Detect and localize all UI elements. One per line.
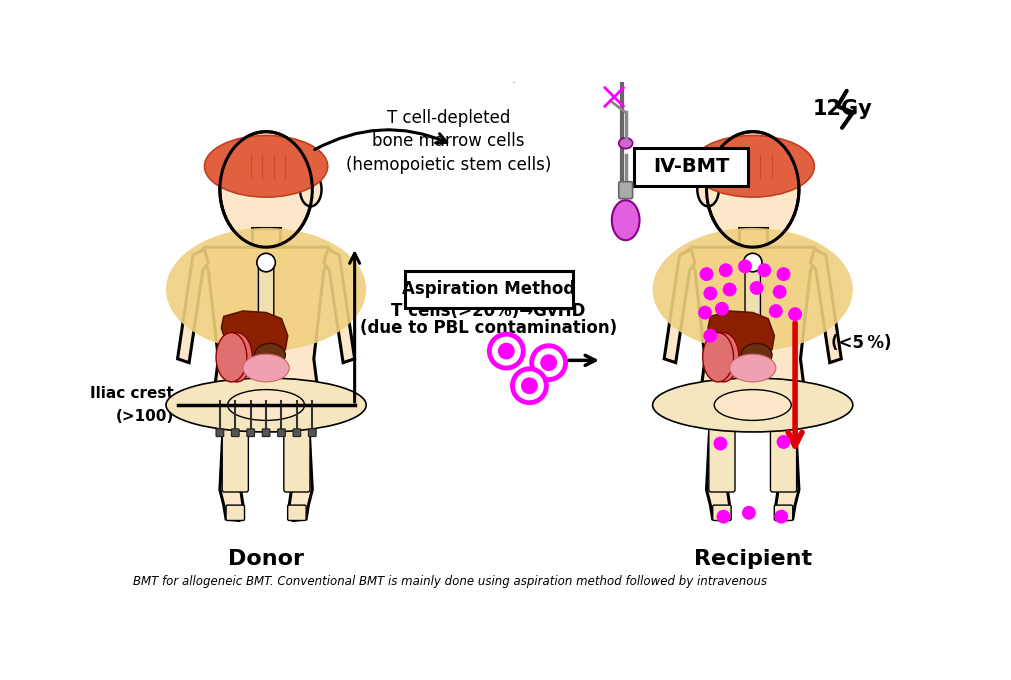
FancyBboxPatch shape [618,182,632,199]
Ellipse shape [166,378,366,432]
FancyBboxPatch shape [232,429,239,437]
Circle shape [741,506,755,520]
Circle shape [722,283,736,296]
Ellipse shape [729,354,775,382]
Text: 12Gy: 12Gy [812,99,871,118]
Ellipse shape [708,333,738,382]
Ellipse shape [612,200,639,240]
Text: Recipient: Recipient [693,549,811,569]
Circle shape [703,328,717,343]
FancyBboxPatch shape [215,429,223,437]
Polygon shape [463,43,548,72]
Polygon shape [252,228,280,247]
Text: T cell-depleted
bone marrow cells
(hemopoietic stem cells): T cell-depleted bone marrow cells (hemop… [346,109,551,174]
FancyBboxPatch shape [773,505,792,520]
FancyBboxPatch shape [708,422,734,492]
Polygon shape [221,311,287,359]
FancyBboxPatch shape [293,429,300,437]
Ellipse shape [299,173,321,206]
Circle shape [737,260,751,273]
Circle shape [772,285,786,299]
Ellipse shape [204,135,328,197]
FancyBboxPatch shape [283,422,309,492]
Circle shape [743,254,761,272]
Circle shape [522,378,537,394]
Circle shape [768,304,782,318]
Text: (<5 %): (<5 %) [830,335,891,352]
Polygon shape [196,247,335,413]
FancyBboxPatch shape [712,505,730,520]
Ellipse shape [618,138,632,149]
FancyArrowPatch shape [314,130,446,150]
Ellipse shape [215,333,247,382]
Circle shape [775,435,790,449]
Text: Donor: Donor [227,549,303,569]
Circle shape [698,306,711,320]
Ellipse shape [652,228,852,351]
Ellipse shape [255,343,285,367]
Circle shape [756,263,770,277]
Polygon shape [708,311,773,359]
Ellipse shape [166,228,366,351]
Ellipse shape [219,132,312,247]
Ellipse shape [697,173,718,206]
Ellipse shape [227,390,304,420]
Polygon shape [663,250,695,362]
FancyBboxPatch shape [404,271,572,308]
Polygon shape [682,247,821,413]
Circle shape [512,369,546,403]
Text: Iliac crest: Iliac crest [90,386,174,401]
Text: IV-BMT: IV-BMT [652,157,729,176]
Ellipse shape [714,390,791,420]
Circle shape [498,343,514,359]
Text: Aspiration Method: Aspiration Method [401,279,574,298]
Polygon shape [738,228,766,247]
Ellipse shape [243,354,289,382]
FancyBboxPatch shape [225,505,245,520]
Circle shape [489,334,523,368]
FancyBboxPatch shape [769,422,796,492]
Polygon shape [324,250,354,362]
Circle shape [531,345,565,379]
Circle shape [716,510,730,524]
Ellipse shape [652,378,852,432]
Ellipse shape [702,333,733,382]
Circle shape [703,286,717,301]
Polygon shape [274,411,312,520]
Polygon shape [759,411,798,520]
Text: (>100): (>100) [115,409,174,424]
Ellipse shape [691,135,814,197]
FancyBboxPatch shape [222,422,248,492]
Circle shape [773,510,788,524]
Polygon shape [506,57,556,82]
Ellipse shape [740,343,771,367]
FancyBboxPatch shape [287,505,305,520]
Text: BMT for allogeneic BMT. Conventional BMT is mainly done using aspiration method : BMT for allogeneic BMT. Conventional BMT… [132,575,766,588]
FancyBboxPatch shape [277,429,285,437]
Polygon shape [219,411,258,520]
Circle shape [788,307,801,321]
FancyBboxPatch shape [634,148,747,186]
Polygon shape [177,250,208,362]
Polygon shape [810,250,840,362]
FancyBboxPatch shape [262,429,270,437]
Circle shape [713,437,727,450]
Polygon shape [706,411,744,520]
FancyBboxPatch shape [744,257,759,407]
Circle shape [541,355,556,371]
FancyBboxPatch shape [308,429,315,437]
Text: T cells(>20%)→GvHD: T cells(>20%)→GvHD [391,303,585,320]
Ellipse shape [706,132,798,247]
Circle shape [718,263,732,277]
Ellipse shape [221,333,252,382]
FancyBboxPatch shape [258,257,274,407]
FancyBboxPatch shape [247,429,255,437]
Text: (due to PBL contamination): (due to PBL contamination) [360,319,617,337]
Circle shape [257,254,275,272]
Circle shape [538,58,551,71]
Circle shape [749,281,762,295]
Circle shape [699,267,713,281]
Circle shape [775,267,790,281]
Circle shape [715,302,728,316]
